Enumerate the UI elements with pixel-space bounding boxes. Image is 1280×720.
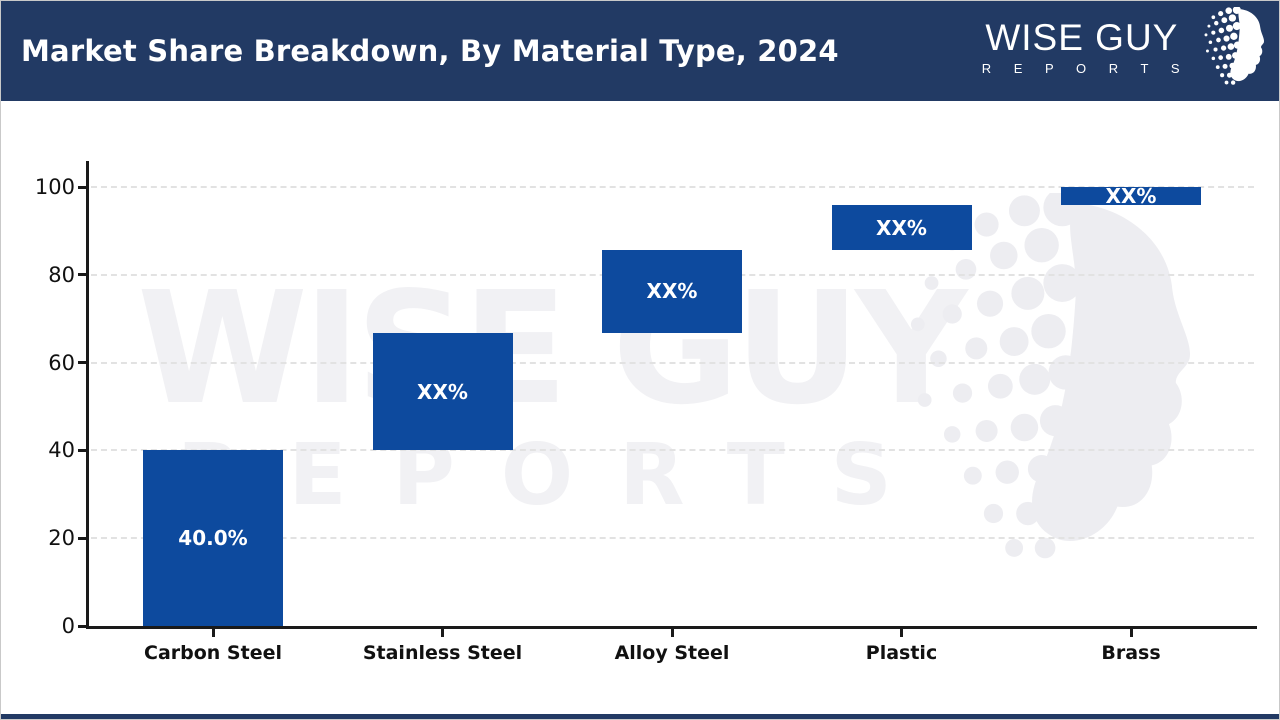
gridline-60 [91, 361, 1254, 364]
y-tick-0 [78, 624, 87, 628]
x-tick-carbon-steel [211, 629, 215, 637]
bar-value-label-stainless-steel: XX% [417, 379, 468, 404]
x-axis [86, 626, 1257, 629]
gridline-40 [91, 449, 1254, 452]
bar-value-label-alloy-steel: XX% [646, 279, 698, 304]
x-tick-plastic [900, 629, 903, 637]
dotted-face-icon [1204, 7, 1265, 85]
header-bar: Market Share Breakdown, By Material Type… [1, 1, 1279, 101]
bar-plastic [831, 205, 972, 250]
watermark-subtitle: REPORTS [177, 426, 938, 525]
x-tick-brass [1129, 629, 1133, 637]
y-tick-100 [78, 185, 87, 189]
bar-carbon-steel [143, 450, 283, 626]
y-axis [86, 161, 89, 629]
page-title: Market Share Breakdown, By Material Type… [21, 34, 839, 68]
gridline-100 [91, 186, 1254, 188]
gridline-20 [91, 537, 1254, 540]
x-tick-alloy-steel [670, 629, 674, 637]
wiseguy-logo: WISE GUY R E P O R T S [982, 6, 1265, 98]
y-tick-20 [78, 536, 87, 540]
logo-wordmark: WISE GUY [985, 17, 1179, 58]
watermark-wordmark: WISE GUY [137, 258, 967, 439]
y-tick-40 [78, 448, 87, 452]
x-category-label-brass: Brass [1101, 642, 1161, 664]
x-category-label-carbon-steel: Carbon Steel [144, 642, 282, 664]
x-category-label-plastic: Plastic [865, 642, 938, 664]
y-tick-label-20: 20 [48, 526, 75, 551]
y-tick-60 [78, 361, 87, 365]
logo-subtitle: R E P O R T S [981, 61, 1189, 76]
bar-stainless-steel [372, 333, 513, 451]
bar-alloy-steel [602, 249, 742, 334]
logo-wordmark-block: WISE GUY R E P O R T S [975, 17, 1189, 77]
footer-strip [1, 714, 1279, 719]
y-tick-label-60: 60 [48, 350, 75, 375]
bar-brass [1061, 187, 1201, 206]
x-category-label-stainless-steel: Stainless Steel [362, 642, 523, 664]
y-tick-80 [78, 273, 87, 277]
chart-area: WISE GUY REPORTS 0 20 40 60 80 100 40.0% Carbon… [1, 101, 1279, 716]
bar-value-label-brass: XX% [1105, 184, 1157, 209]
x-category-label-alloy-steel: Alloy Steel [614, 642, 730, 664]
y-tick-label-80: 80 [48, 262, 75, 287]
y-tick-label-100: 100 [34, 175, 75, 199]
x-tick-stainless-steel [441, 629, 444, 637]
y-tick-label-0: 0 [61, 614, 75, 638]
watermark-face-icon [910, 193, 1191, 559]
bar-value-label-plastic: XX% [876, 215, 927, 240]
bar-value-label-carbon-steel: 40.0% [178, 526, 248, 551]
y-tick-label-40: 40 [48, 438, 75, 463]
